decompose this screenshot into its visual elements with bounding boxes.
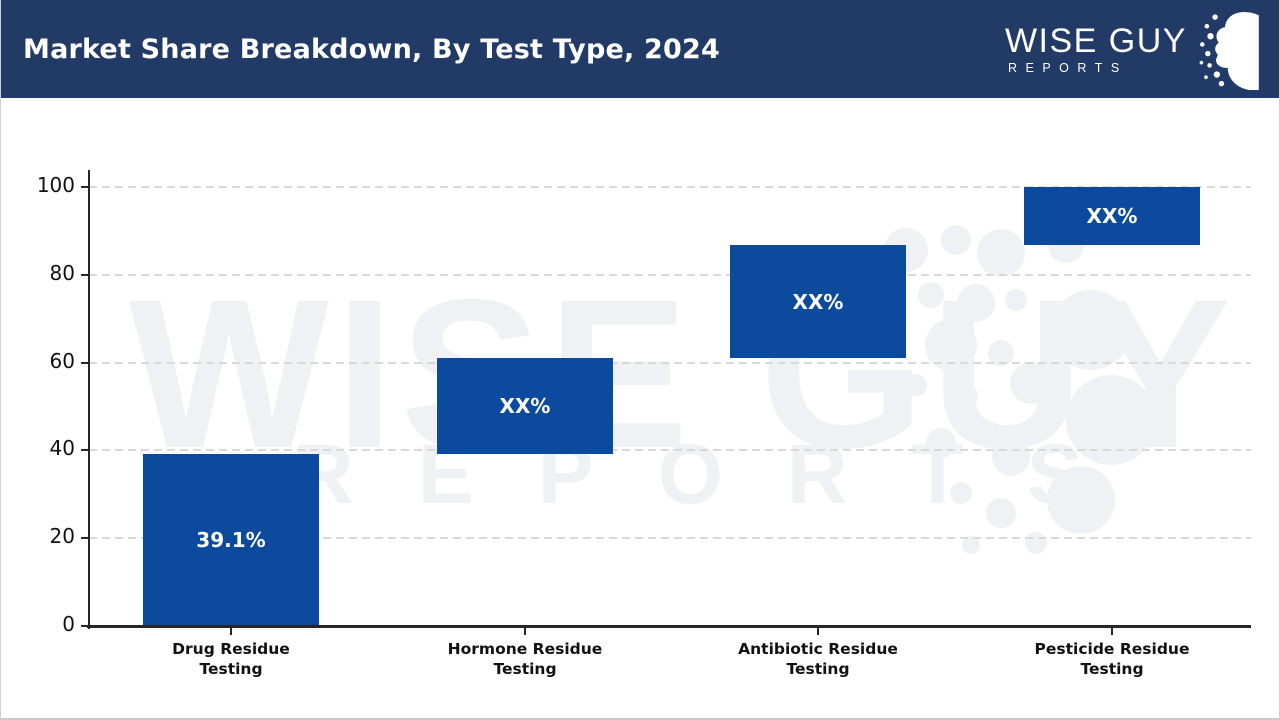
- category-label-pesticide-residue-testing: Pesticide Residue Testing: [1034, 640, 1190, 678]
- category-label-drug-residue-testing: Drug Residue Testing: [172, 640, 290, 678]
- y-tick-label-20: 20: [49, 524, 75, 549]
- header: Market Share Breakdown, By Test Type, 20…: [1, 0, 1279, 98]
- x-tick-antibiotic-residue-testing: [817, 628, 819, 635]
- brand-logo: WISE GUY REPORTS: [1005, 8, 1259, 90]
- y-tick-label-80: 80: [49, 260, 75, 285]
- bar-value-label-antibiotic-residue-testing: XX%: [792, 289, 844, 314]
- y-tick-80: [81, 273, 88, 276]
- x-tick-hormone-residue-testing: [524, 628, 526, 635]
- gridline-20: [89, 537, 1251, 540]
- y-axis: [88, 170, 90, 629]
- x-tick-pesticide-residue-testing: [1111, 628, 1113, 635]
- bar-pesticide-residue-testing: XX%: [1024, 187, 1200, 245]
- gridline-80: [89, 273, 1251, 276]
- bar-value-label-hormone-residue-testing: XX%: [499, 394, 551, 419]
- y-tick-label-60: 60: [49, 348, 75, 373]
- y-tick-60: [81, 361, 88, 364]
- x-tick-drug-residue-testing: [230, 628, 232, 635]
- gridline-40: [89, 449, 1251, 452]
- gridline-60: [89, 361, 1251, 364]
- bar-value-label-drug-residue-testing: 39.1%: [196, 528, 266, 553]
- watermark-face-dots: [884, 225, 1156, 554]
- category-label-hormone-residue-testing: Hormone Residue Testing: [447, 640, 603, 678]
- y-tick-label-40: 40: [49, 436, 75, 461]
- page-title: Market Share Breakdown, By Test Type, 20…: [23, 33, 721, 65]
- y-tick-20: [81, 537, 88, 540]
- bar-drug-residue-testing: 39.1%: [143, 454, 319, 626]
- bar-hormone-residue-testing: XX%: [437, 358, 613, 455]
- brand-logo-text: WISE GUY REPORTS: [1005, 24, 1187, 75]
- y-tick-label-100: 100: [36, 173, 75, 197]
- y-tick-0: [81, 625, 88, 627]
- y-tick-40: [81, 449, 88, 452]
- y-tick-100: [81, 186, 88, 188]
- brand-logo-name: WISE GUY: [1004, 21, 1187, 60]
- bar-antibiotic-residue-testing: XX%: [730, 244, 906, 359]
- bar-value-label-pesticide-residue-testing: XX%: [1086, 203, 1138, 228]
- category-label-antibiotic-residue-testing: Antibiotic Residue Testing: [738, 640, 898, 678]
- brand-face-icon: [1199, 12, 1259, 90]
- gridline-100: [89, 186, 1251, 188]
- brand-logo-sub: REPORTS: [1007, 60, 1128, 75]
- y-tick-label-0: 0: [62, 612, 75, 636]
- x-axis: [87, 625, 1251, 628]
